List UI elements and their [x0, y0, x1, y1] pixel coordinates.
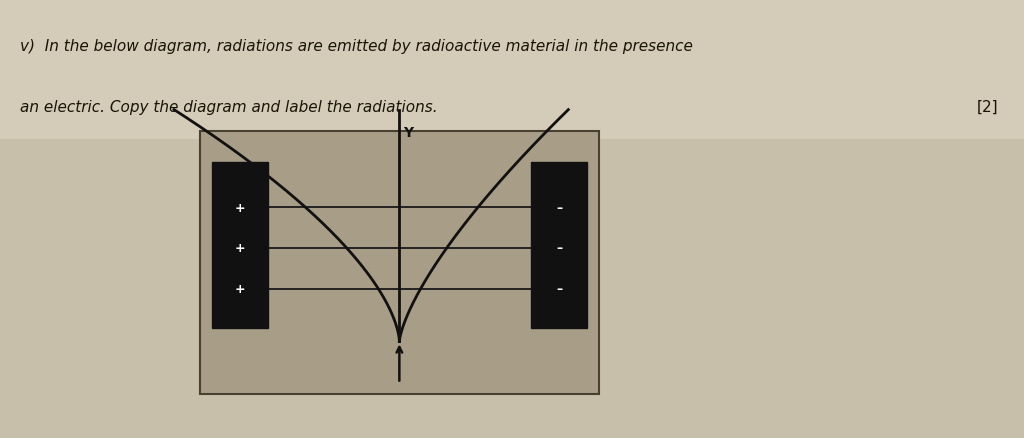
Text: –: – — [556, 242, 562, 255]
Bar — [212, 163, 267, 328]
Text: Y: Y — [403, 125, 414, 139]
Bar — [0, 0, 1024, 140]
Text: –: – — [556, 283, 562, 296]
Text: +: + — [234, 283, 245, 296]
Text: [2]: [2] — [977, 100, 998, 115]
Text: +: + — [234, 201, 245, 214]
Text: +: + — [234, 242, 245, 255]
Bar — [200, 131, 599, 394]
Text: v)  In the below diagram, radiations are emitted by radioactive material in the : v) In the below diagram, radiations are … — [20, 39, 693, 53]
Text: an electric. Copy the diagram and label the radiations.: an electric. Copy the diagram and label … — [20, 100, 438, 115]
Text: –: – — [556, 201, 562, 214]
Bar — [531, 163, 587, 328]
